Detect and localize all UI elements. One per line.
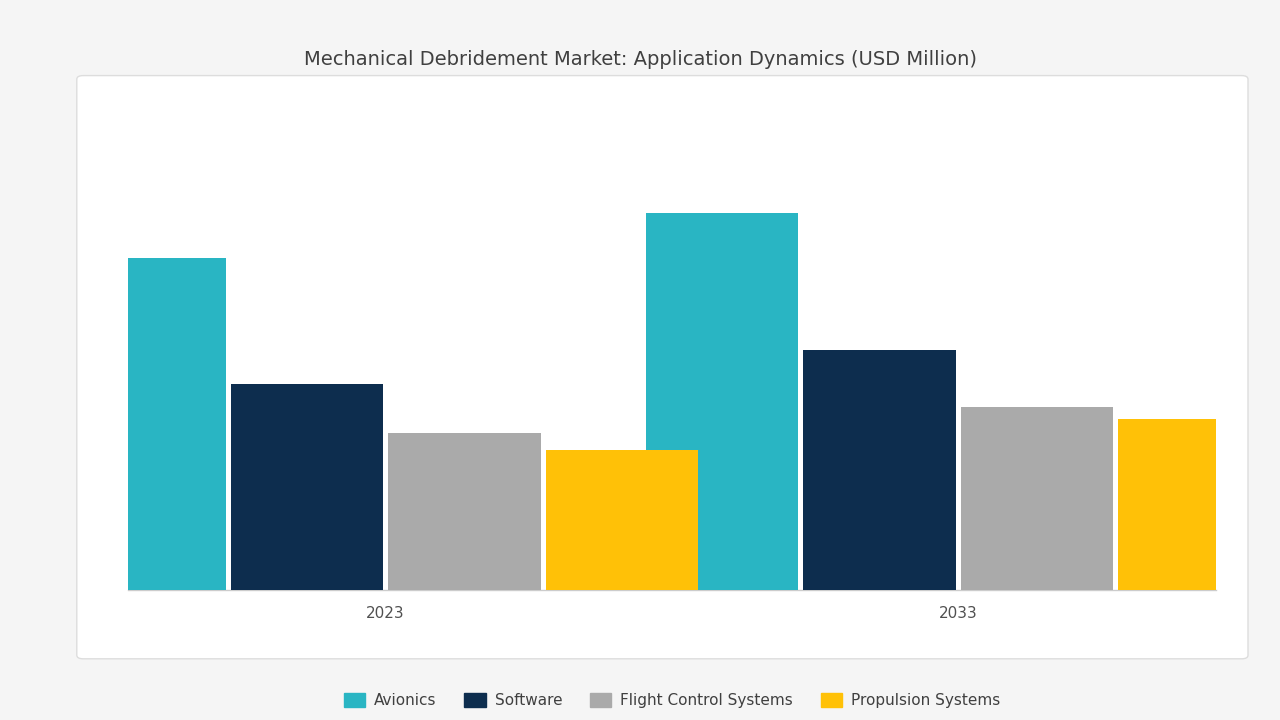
Bar (230, 384, 383, 590)
Bar (645, 212, 799, 590)
Bar (1119, 419, 1271, 590)
Text: Mechanical Debridement Market: Application Dynamics (USD Million): Mechanical Debridement Market: Applicati… (303, 50, 977, 69)
Bar (804, 350, 956, 590)
Legend: Avionics, Software, Flight Control Systems, Propulsion Systems: Avionics, Software, Flight Control Syste… (338, 688, 1006, 715)
Bar (961, 408, 1114, 590)
Bar (388, 433, 540, 590)
Bar (545, 450, 699, 590)
Bar (73, 258, 225, 590)
